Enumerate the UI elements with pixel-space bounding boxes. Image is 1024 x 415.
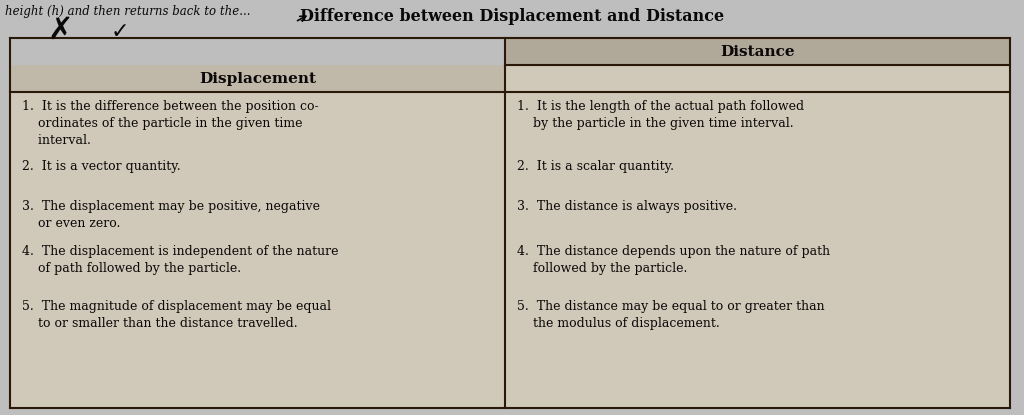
Text: 1.  It is the difference between the position co-
    ordinates of the particle : 1. It is the difference between the posi… — [22, 100, 318, 147]
Text: 3.  The distance is always positive.: 3. The distance is always positive. — [517, 200, 737, 213]
Text: Distance: Distance — [720, 44, 795, 59]
Text: ✓: ✓ — [111, 22, 129, 42]
Text: 5.  The distance may be equal to or greater than
    the modulus of displacement: 5. The distance may be equal to or great… — [517, 300, 824, 330]
Text: height (h) and then returns back to the...: height (h) and then returns back to the.… — [5, 5, 251, 18]
Bar — [505, 38, 1010, 65]
Bar — [10, 65, 505, 92]
Text: 2.  It is a scalar quantity.: 2. It is a scalar quantity. — [517, 160, 674, 173]
Text: 3.  The displacement may be positive, negative
    or even zero.: 3. The displacement may be positive, neg… — [22, 200, 319, 230]
Text: 4.  The distance depends upon the nature of path
    followed by the particle.: 4. The distance depends upon the nature … — [517, 245, 830, 275]
Text: 2.  It is a vector quantity.: 2. It is a vector quantity. — [22, 160, 180, 173]
Text: 5.  The magnitude of displacement may be equal
    to or smaller than the distan: 5. The magnitude of displacement may be … — [22, 300, 331, 330]
Text: Difference between Displacement and Distance: Difference between Displacement and Dist… — [300, 8, 724, 25]
Bar — [10, 38, 1010, 408]
Bar — [10, 38, 505, 65]
Text: 1.  It is the length of the actual path followed
    by the particle in the give: 1. It is the length of the actual path f… — [517, 100, 804, 130]
Text: ✗: ✗ — [47, 15, 73, 44]
Text: Displacement: Displacement — [199, 71, 316, 85]
Text: 4.  The displacement is independent of the nature
    of path followed by the pa: 4. The displacement is independent of th… — [22, 245, 339, 275]
